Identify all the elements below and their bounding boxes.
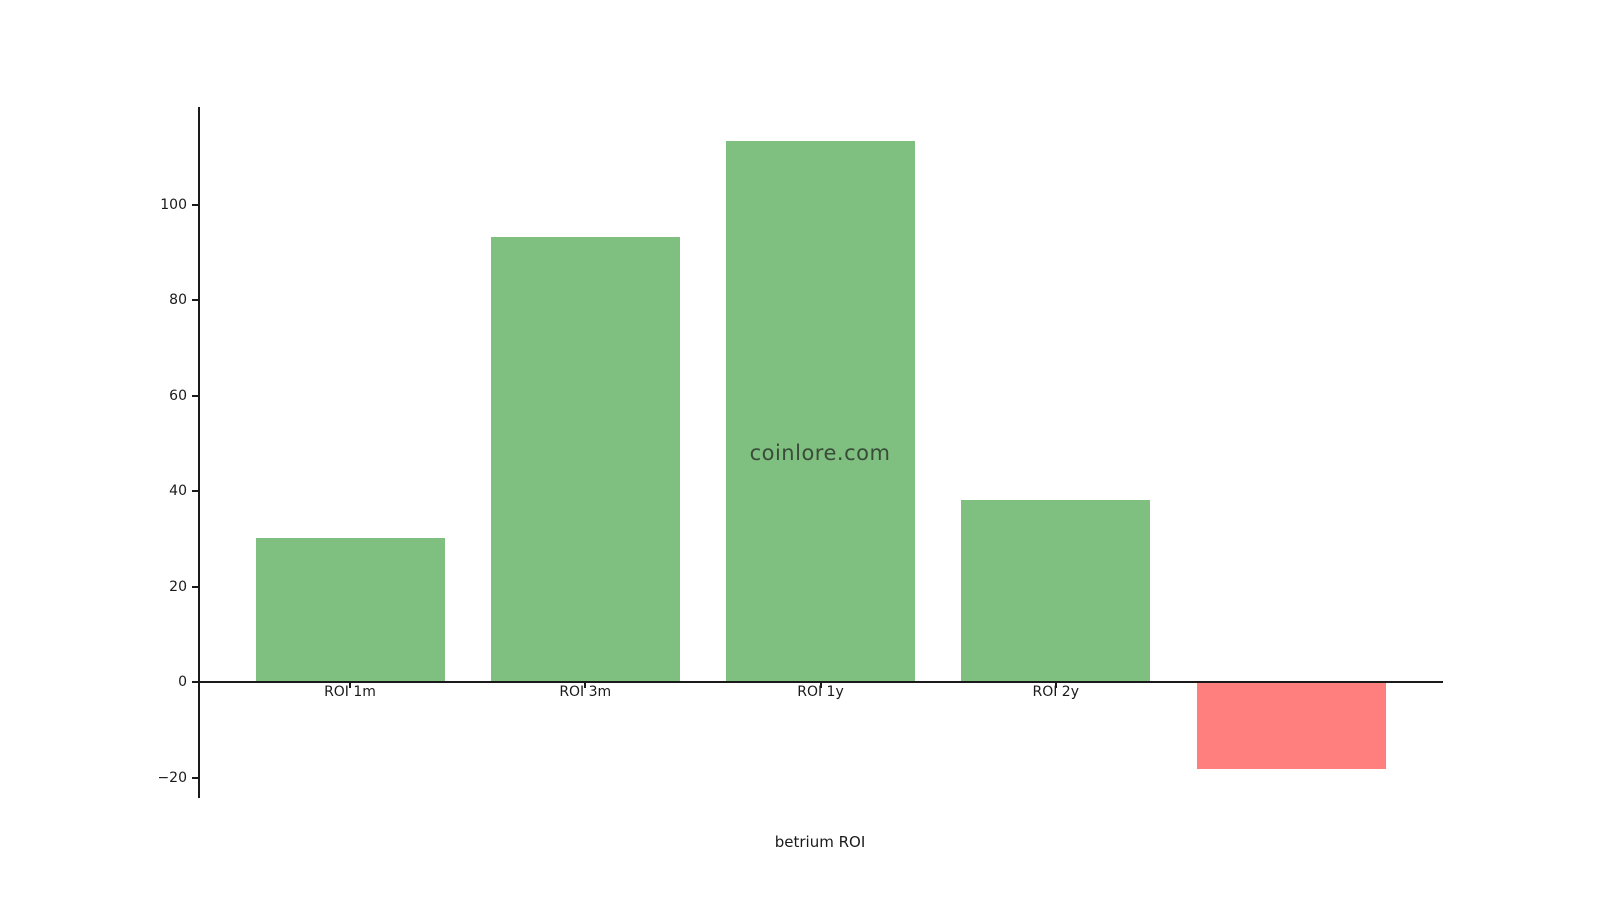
x-tick-mark <box>349 681 351 688</box>
x-tick-label: ROI 2y <box>1032 684 1080 700</box>
y-tick-label: −20 <box>157 769 187 786</box>
y-tick-label: 80 <box>169 292 187 308</box>
y-tick-mark <box>192 203 198 206</box>
x-tick-label: ROI 1m <box>324 684 376 700</box>
x-tick-label: ROI 1y <box>797 684 844 700</box>
y-axis-line <box>198 107 200 798</box>
y-tick-mark <box>192 776 198 779</box>
y-tick-label: 40 <box>169 483 187 499</box>
x-tick-mark <box>584 681 587 688</box>
y-tick-mark <box>192 681 198 683</box>
y-tick-label: 100 <box>160 196 187 213</box>
y-tick-mark <box>192 299 198 301</box>
bar-roi-1m <box>255 537 445 681</box>
watermark-text: coinlore.com <box>749 441 891 465</box>
y-tick-mark <box>192 490 198 492</box>
y-tick-label: 20 <box>169 578 187 595</box>
x-tick-mark <box>1054 681 1057 688</box>
x-tick-label: ROI 3m <box>559 684 612 700</box>
y-tick-label: 60 <box>169 387 187 404</box>
y-tick-mark <box>192 394 198 397</box>
y-tick-mark <box>192 585 198 588</box>
bar-roi-3m <box>490 236 680 681</box>
y-tick-label: 0 <box>178 674 187 690</box>
bar-roi-2y <box>961 499 1151 681</box>
x-axis-title: betrium ROI <box>774 833 866 851</box>
x-tick-mark <box>819 681 822 688</box>
bar-unlabeled <box>1196 683 1386 769</box>
bar-roi-1y <box>726 141 915 681</box>
